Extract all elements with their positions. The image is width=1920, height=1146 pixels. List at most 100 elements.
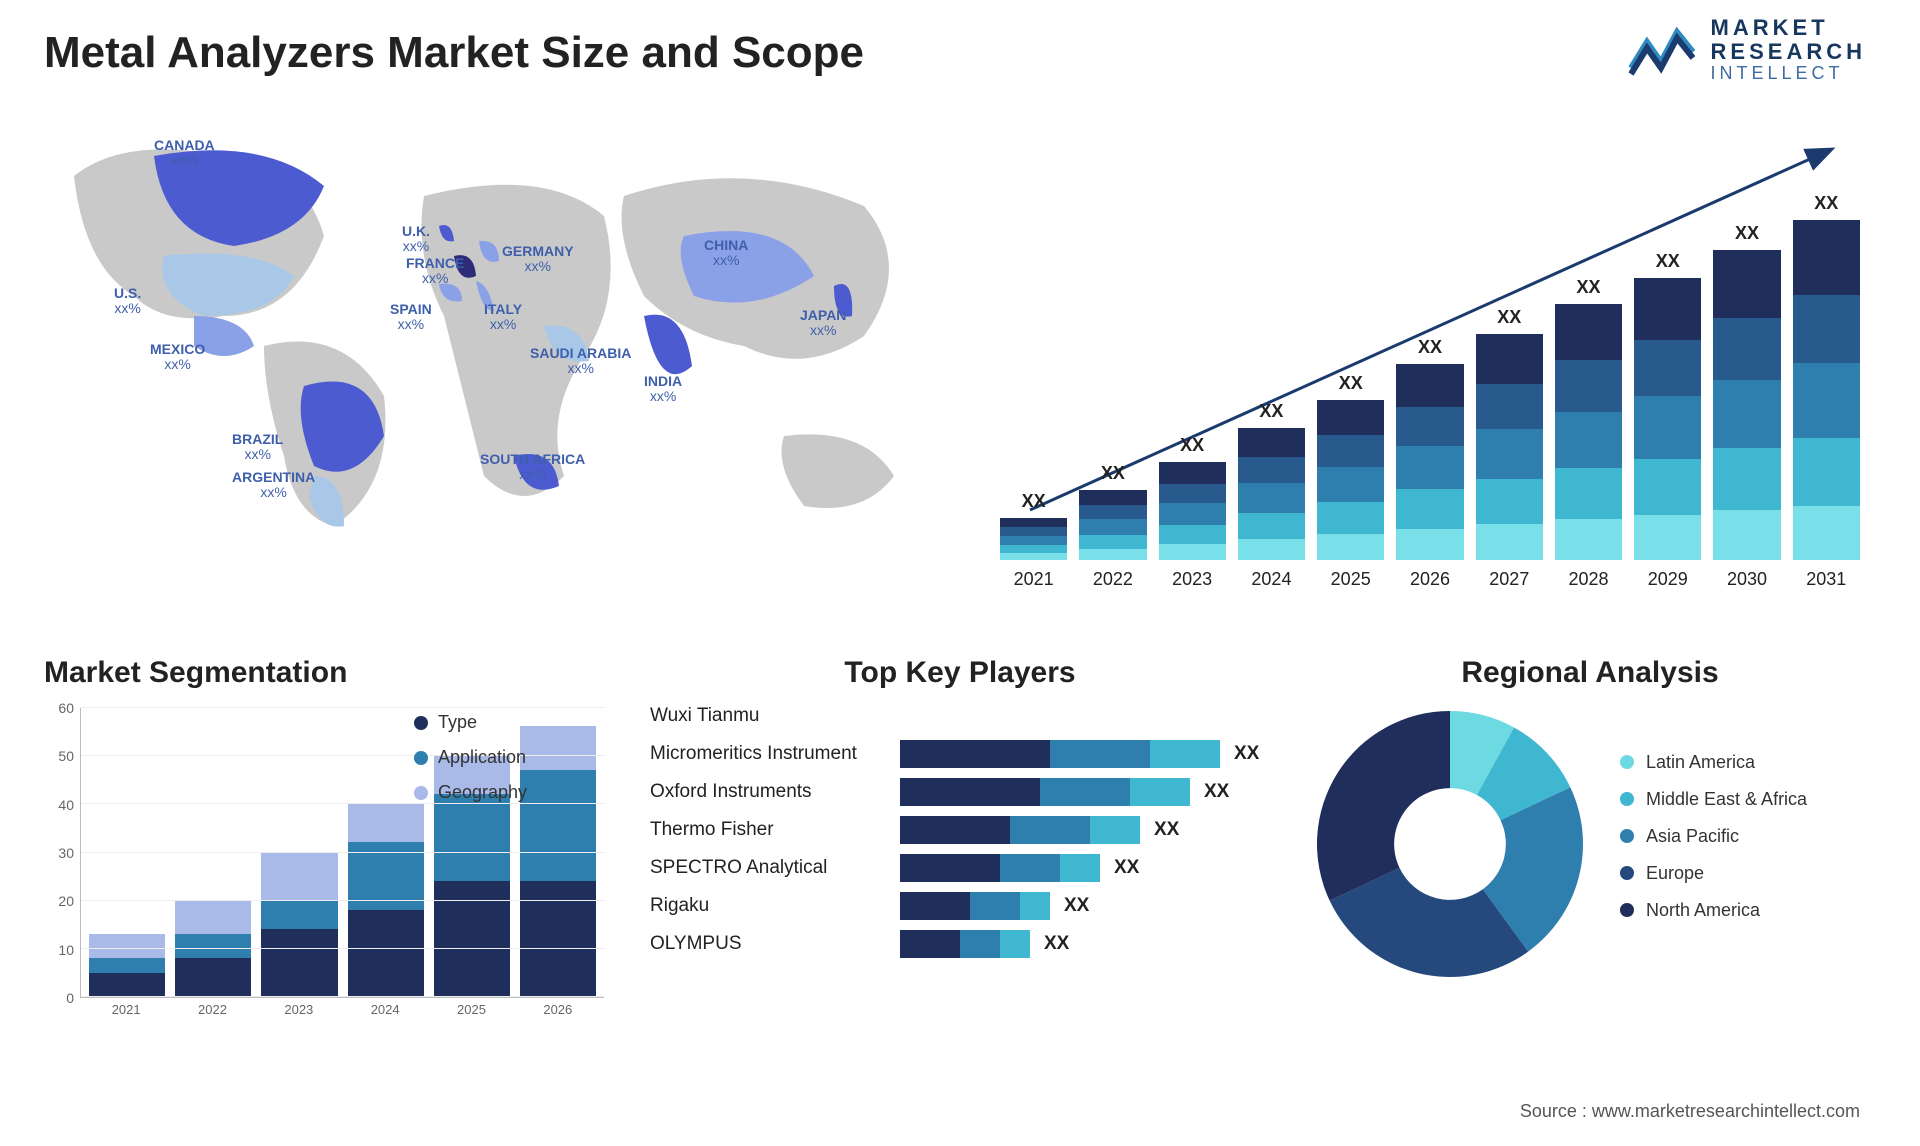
brand-logo: MARKET RESEARCH INTELLECT — [1627, 16, 1866, 84]
growth-bar-2024: XX — [1238, 401, 1305, 560]
growth-bar-2028: XX — [1555, 277, 1622, 560]
growth-bar-2031: XX — [1793, 193, 1860, 560]
regional-legend: Latin America Middle East & Africa Asia Pa… — [1620, 752, 1807, 937]
segmentation-title: Market Segmentation — [44, 656, 604, 690]
growth-bar-2027: XX — [1476, 307, 1543, 560]
growth-bar-value: XX — [1735, 223, 1759, 244]
map-label-germany: GERMANYxx% — [502, 244, 574, 275]
player-value: XX — [1044, 933, 1069, 955]
growth-bar-value: XX — [1339, 373, 1363, 394]
player-bar — [900, 892, 1050, 920]
growth-chart: XX XX XX XX XX XX XX XX XX XX XX 2021 2022 2023 2024 2… — [1000, 130, 1860, 590]
player-row: Rigaku XX — [650, 892, 1270, 920]
player-bar — [900, 778, 1190, 806]
growth-xaxis-label: 2031 — [1793, 569, 1860, 590]
players-chart: Wuxi TianmuMicromeritics InstrumentXXOxf… — [650, 702, 1270, 958]
map-label-uk: U.K.xx% — [402, 224, 430, 255]
map-label-japan: JAPANxx% — [800, 308, 846, 339]
logo-line1: MARKET — [1711, 16, 1866, 40]
map-label-saudiarabia: SAUDI ARABIAxx% — [530, 346, 631, 377]
growth-xaxis-label: 2021 — [1000, 569, 1067, 590]
player-value: XX — [1064, 895, 1089, 917]
growth-xaxis-label: 2028 — [1555, 569, 1622, 590]
growth-bar-value: XX — [1418, 337, 1442, 358]
growth-bar-2021: XX — [1000, 491, 1067, 560]
player-name: Wuxi Tianmu — [650, 705, 900, 727]
player-value: XX — [1204, 781, 1229, 803]
player-name: Oxford Instruments — [650, 781, 900, 803]
player-bar — [900, 854, 1100, 882]
map-label-france: FRANCExx% — [406, 256, 464, 287]
logo-line2: RESEARCH — [1711, 40, 1866, 64]
regional-title: Regional Analysis — [1310, 656, 1870, 690]
growth-xaxis-label: 2027 — [1476, 569, 1543, 590]
growth-bar-value: XX — [1814, 193, 1838, 214]
growth-bar-value: XX — [1101, 463, 1125, 484]
page-title: Metal Analyzers Market Size and Scope — [44, 28, 864, 78]
growth-bar-value: XX — [1022, 491, 1046, 512]
player-name: Thermo Fisher — [650, 819, 900, 841]
growth-xaxis-label: 2024 — [1238, 569, 1305, 590]
segmentation-legend: Type Application Geography — [414, 712, 527, 817]
player-name: SPECTRO Analytical — [650, 857, 900, 879]
player-value: XX — [1114, 857, 1139, 879]
growth-bar-2025: XX — [1317, 373, 1384, 560]
growth-bar-2029: XX — [1634, 251, 1701, 560]
map-label-india: INDIAxx% — [644, 374, 682, 405]
growth-bar-value: XX — [1576, 277, 1600, 298]
growth-bar-value: XX — [1259, 401, 1283, 422]
growth-bar-2030: XX — [1713, 223, 1780, 560]
player-bar — [900, 816, 1140, 844]
growth-xaxis-label: 2030 — [1713, 569, 1780, 590]
seg-bar-2026 — [520, 726, 596, 997]
player-row: SPECTRO Analytical XX — [650, 854, 1270, 882]
map-label-spain: SPAINxx% — [390, 302, 432, 333]
seg-bar-2021 — [89, 934, 165, 997]
map-label-italy: ITALYxx% — [484, 302, 522, 333]
growth-bar-value: XX — [1656, 251, 1680, 272]
growth-xaxis-label: 2022 — [1079, 569, 1146, 590]
player-row: Wuxi Tianmu — [650, 702, 1270, 730]
growth-bar-2022: XX — [1079, 463, 1146, 560]
players-section: Top Key Players Wuxi Tianmu Micromeritics… — [650, 656, 1270, 968]
donut-legend-item: North America — [1620, 900, 1807, 921]
player-value: XX — [1154, 819, 1179, 841]
growth-bar-2026: XX — [1396, 337, 1463, 560]
regional-donut — [1310, 704, 1590, 984]
seg-legend-item: Application — [414, 747, 527, 768]
logo-line3: INTELLECT — [1711, 64, 1866, 84]
donut-legend-item: Middle East & Africa — [1620, 789, 1807, 810]
donut-legend-item: Latin America — [1620, 752, 1807, 773]
player-name: Micromeritics Instrument — [650, 743, 900, 765]
seg-legend-item: Geography — [414, 782, 527, 803]
donut-legend-item: Europe — [1620, 863, 1807, 884]
world-map: CANADAxx%U.S.xx%MEXICOxx%BRAZILxx%ARGENT… — [44, 116, 924, 546]
donut-legend-item: Asia Pacific — [1620, 826, 1807, 847]
player-name: Rigaku — [650, 895, 900, 917]
player-row: Micromeritics InstrumentXX — [650, 740, 1270, 768]
growth-xaxis-label: 2023 — [1159, 569, 1226, 590]
growth-bar-2023: XX — [1159, 435, 1226, 560]
growth-xaxis-label: 2029 — [1634, 569, 1701, 590]
seg-bar-2023 — [261, 852, 337, 997]
map-label-argentina: ARGENTINAxx% — [232, 470, 315, 501]
player-row: Oxford Instruments XX — [650, 778, 1270, 806]
segmentation-section: Market Segmentation 0102030405060 202120… — [44, 656, 604, 1017]
players-title: Top Key Players — [650, 656, 1270, 690]
seg-legend-item: Type — [414, 712, 527, 733]
source-text: Source : www.marketresearchintellect.com — [1520, 1101, 1860, 1122]
regional-section: Regional Analysis Latin America Middle Ea… — [1310, 656, 1870, 984]
map-label-us: U.S.xx% — [114, 286, 141, 317]
growth-xaxis-label: 2026 — [1396, 569, 1463, 590]
growth-bar-value: XX — [1180, 435, 1204, 456]
map-label-mexico: MEXICOxx% — [150, 342, 205, 373]
player-bar — [900, 740, 1220, 768]
player-row: OLYMPUS XX — [650, 930, 1270, 958]
growth-xaxis-label: 2025 — [1317, 569, 1384, 590]
map-label-southafrica: SOUTH AFRICAxx% — [480, 452, 585, 483]
map-label-brazil: BRAZILxx% — [232, 432, 283, 463]
player-name: OLYMPUS — [650, 933, 900, 955]
donut-slice — [1317, 711, 1450, 901]
logo-icon — [1627, 22, 1697, 78]
player-bar — [900, 930, 1030, 958]
